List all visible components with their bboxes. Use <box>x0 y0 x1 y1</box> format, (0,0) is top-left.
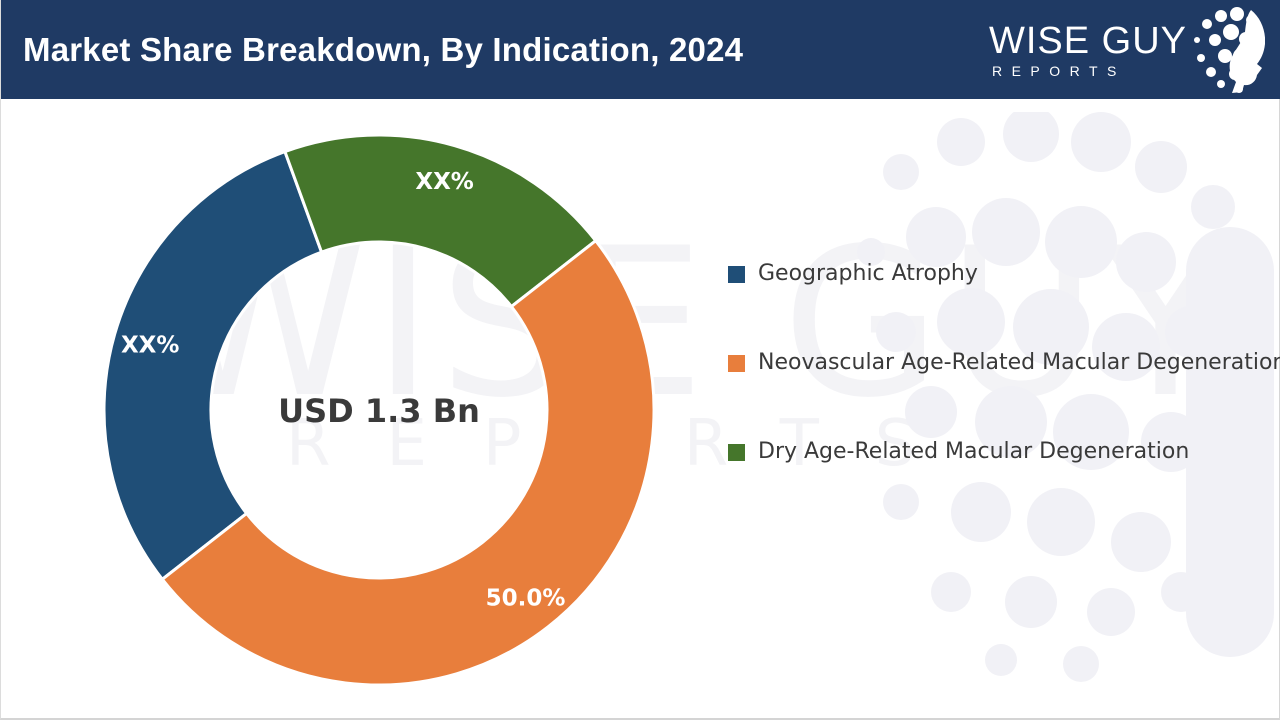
legend-item-neovascular-amd: Neovascular Age-Related Macular Degenera… <box>728 351 1280 375</box>
legend-swatch-geographic-atrophy <box>728 265 745 283</box>
legend-item-dry-amd: Dry Age-Related Macular Degeneration <box>728 440 1280 464</box>
wiseguy-logo: WISE GUY REPORTS <box>989 5 1265 95</box>
dotted-head-profile-icon <box>1194 7 1265 93</box>
slice-pct-label-geographic-atrophy: XX% <box>121 332 180 358</box>
page-title: Market Share Breakdown, By Indication, 2… <box>23 30 744 68</box>
donut-slice-dry-amd <box>283 133 598 309</box>
logo-line1: WISE GUY <box>988 20 1187 62</box>
legend-label-dry-amd: Dry Age-Related Macular Degeneration <box>758 439 1190 464</box>
logo-line2: REPORTS <box>991 63 1126 79</box>
legend-swatch-dry-amd <box>728 443 745 461</box>
watermark-head-icon <box>857 112 1274 682</box>
slice-pct-label-neovascular-amd: 50.0% <box>486 586 566 612</box>
chart-legend: Geographic Atrophy Neovascular Age-Relat… <box>728 262 1280 529</box>
donut-slice-geographic-atrophy <box>102 150 324 581</box>
legend-swatch-neovascular-amd <box>728 354 745 372</box>
legend-label-geographic-atrophy: Geographic Atrophy <box>758 261 978 286</box>
legend-item-geographic-atrophy: Geographic Atrophy <box>728 262 1280 286</box>
donut-slice-neovascular-amd <box>160 239 656 687</box>
logo-wordmark: WISE GUY REPORTS <box>989 22 1187 78</box>
slice-pct-label-dry-amd: XX% <box>415 169 474 195</box>
header-bar: Market Share Breakdown, By Indication, 2… <box>1 0 1280 99</box>
donut-chart: USD 1.3 Bn XX% XX% 50.0% <box>102 133 656 687</box>
chart-center-value: USD 1.3 Bn <box>278 392 480 430</box>
legend-label-neovascular-amd: Neovascular Age-Related Macular Degenera… <box>758 350 1280 375</box>
